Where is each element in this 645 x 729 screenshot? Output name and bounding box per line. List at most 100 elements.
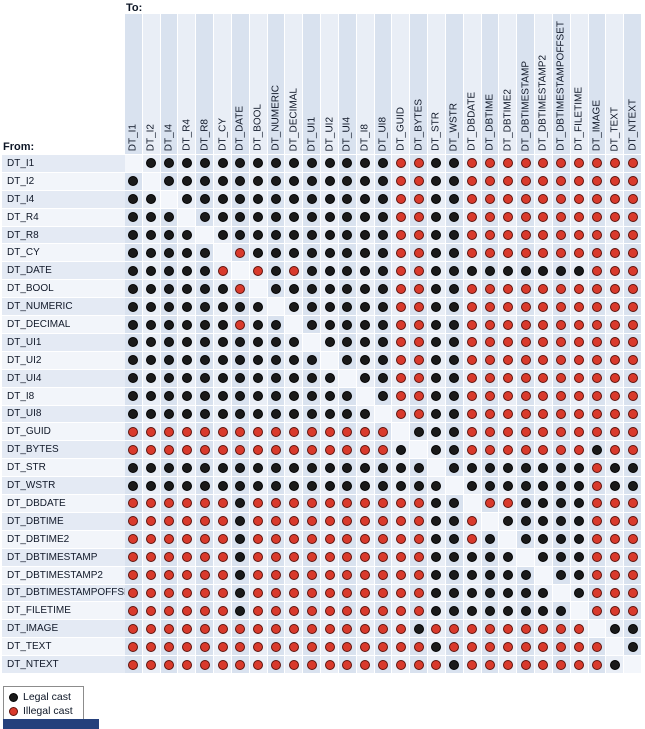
legal-cast-dot <box>164 176 175 187</box>
matrix-cell <box>338 495 357 513</box>
matrix-cell <box>267 441 286 460</box>
matrix-cell <box>588 333 607 352</box>
illegal-cast-dot <box>591 176 602 187</box>
illegal-cast-dot <box>520 373 531 384</box>
matrix-cell <box>249 512 268 531</box>
matrix-cell <box>552 584 571 603</box>
matrix-cell <box>535 387 553 406</box>
matrix-cell <box>142 477 161 496</box>
illegal-cast-dot <box>253 570 264 581</box>
matrix-cell <box>231 441 250 460</box>
matrix-cell <box>428 441 446 460</box>
matrix-cell <box>624 602 642 621</box>
column-header-label: DT_R8 <box>199 119 211 151</box>
matrix-cell <box>535 280 553 299</box>
illegal-cast-dot <box>609 283 620 294</box>
illegal-cast-dot <box>413 391 424 402</box>
legal-cast-dot <box>271 230 282 241</box>
legal-cast-dot <box>128 212 139 223</box>
matrix-cell <box>160 423 179 442</box>
illegal-cast-dot <box>574 391 585 402</box>
matrix-cell <box>517 244 536 263</box>
column-header: DT_DBTIMESTAMPOFFSET <box>552 14 571 154</box>
column-header-label: DT_I2 <box>145 123 157 151</box>
illegal-cast-dot <box>377 623 388 634</box>
legal-cast-dot <box>449 498 460 509</box>
matrix-cell <box>338 423 357 442</box>
illegal-cast-dot <box>164 552 175 563</box>
legal-cast-dot <box>164 230 175 241</box>
illegal-cast-dot <box>538 176 549 187</box>
matrix-cell <box>267 316 286 334</box>
matrix-cell <box>249 602 268 621</box>
matrix-cell <box>196 656 215 674</box>
matrix-cell <box>481 226 500 245</box>
matrix-cell <box>570 333 589 352</box>
illegal-cast-dot <box>395 552 406 563</box>
illegal-cast-dot <box>556 426 567 437</box>
legal-cast-dot <box>377 319 388 330</box>
matrix-cell <box>160 298 179 317</box>
legal-cast-dot <box>271 158 282 169</box>
matrix-cell <box>267 369 286 388</box>
illegal-cast-dot <box>235 247 246 258</box>
illegal-cast-dot <box>288 659 299 670</box>
illegal-cast-dot <box>181 587 192 598</box>
row-label: DT_BYTES <box>2 441 137 460</box>
matrix-cell <box>552 155 571 173</box>
illegal-cast-dot <box>413 337 424 348</box>
illegal-cast-dot <box>502 176 513 187</box>
illegal-cast-dot <box>395 373 406 384</box>
legal-cast-dot <box>199 247 210 258</box>
legal-cast-dot <box>235 462 246 473</box>
legal-cast-dot <box>395 480 406 491</box>
illegal-cast-dot <box>235 641 246 652</box>
legal-cast-dot <box>217 391 228 402</box>
row-label: DT_R4 <box>2 208 137 227</box>
matrix-cell <box>125 405 143 424</box>
matrix-cell <box>125 620 143 639</box>
matrix-cell <box>410 512 429 531</box>
legal-cast-dot <box>502 516 513 527</box>
matrix-cell <box>285 369 304 388</box>
matrix-cell <box>606 656 625 674</box>
matrix-cell <box>214 423 232 442</box>
illegal-cast-dot <box>502 444 513 455</box>
matrix-cell <box>552 208 571 227</box>
illegal-cast-dot <box>591 587 602 598</box>
matrix-cell <box>588 262 607 281</box>
matrix-cell <box>499 638 518 657</box>
illegal-cast-dot <box>199 516 210 527</box>
illegal-cast-dot <box>413 301 424 312</box>
matrix-cell <box>321 351 339 370</box>
illegal-cast-dot <box>217 426 228 437</box>
legal-cast-dot <box>449 355 460 366</box>
matrix-cell <box>517 566 536 585</box>
matrix-cell <box>374 155 393 173</box>
matrix-cell <box>178 530 197 549</box>
matrix-cell <box>535 172 553 191</box>
matrix-cell <box>410 566 429 585</box>
legal-cast-dot <box>342 247 353 258</box>
illegal-cast-dot <box>199 641 210 652</box>
matrix-cell <box>249 548 268 567</box>
matrix-cell <box>249 477 268 496</box>
matrix-cell <box>517 620 536 639</box>
illegal-cast-dot <box>467 444 478 455</box>
matrix-cell <box>499 495 518 513</box>
matrix-cell <box>231 423 250 442</box>
illegal-cast-dot <box>609 408 620 419</box>
column-header: DT_I2 <box>142 14 161 154</box>
legal-cast-dot <box>342 301 353 312</box>
matrix-cell <box>374 280 393 299</box>
matrix-cell <box>321 405 339 424</box>
matrix-cell <box>160 620 179 639</box>
illegal-cast-dot <box>520 426 531 437</box>
matrix-cell <box>517 477 536 496</box>
matrix-cell <box>481 441 500 460</box>
illegal-cast-dot <box>627 570 638 581</box>
matrix-cell <box>178 244 197 263</box>
illegal-cast-dot <box>377 498 388 509</box>
legal-cast-dot <box>377 337 388 348</box>
matrix-cell <box>125 477 143 496</box>
